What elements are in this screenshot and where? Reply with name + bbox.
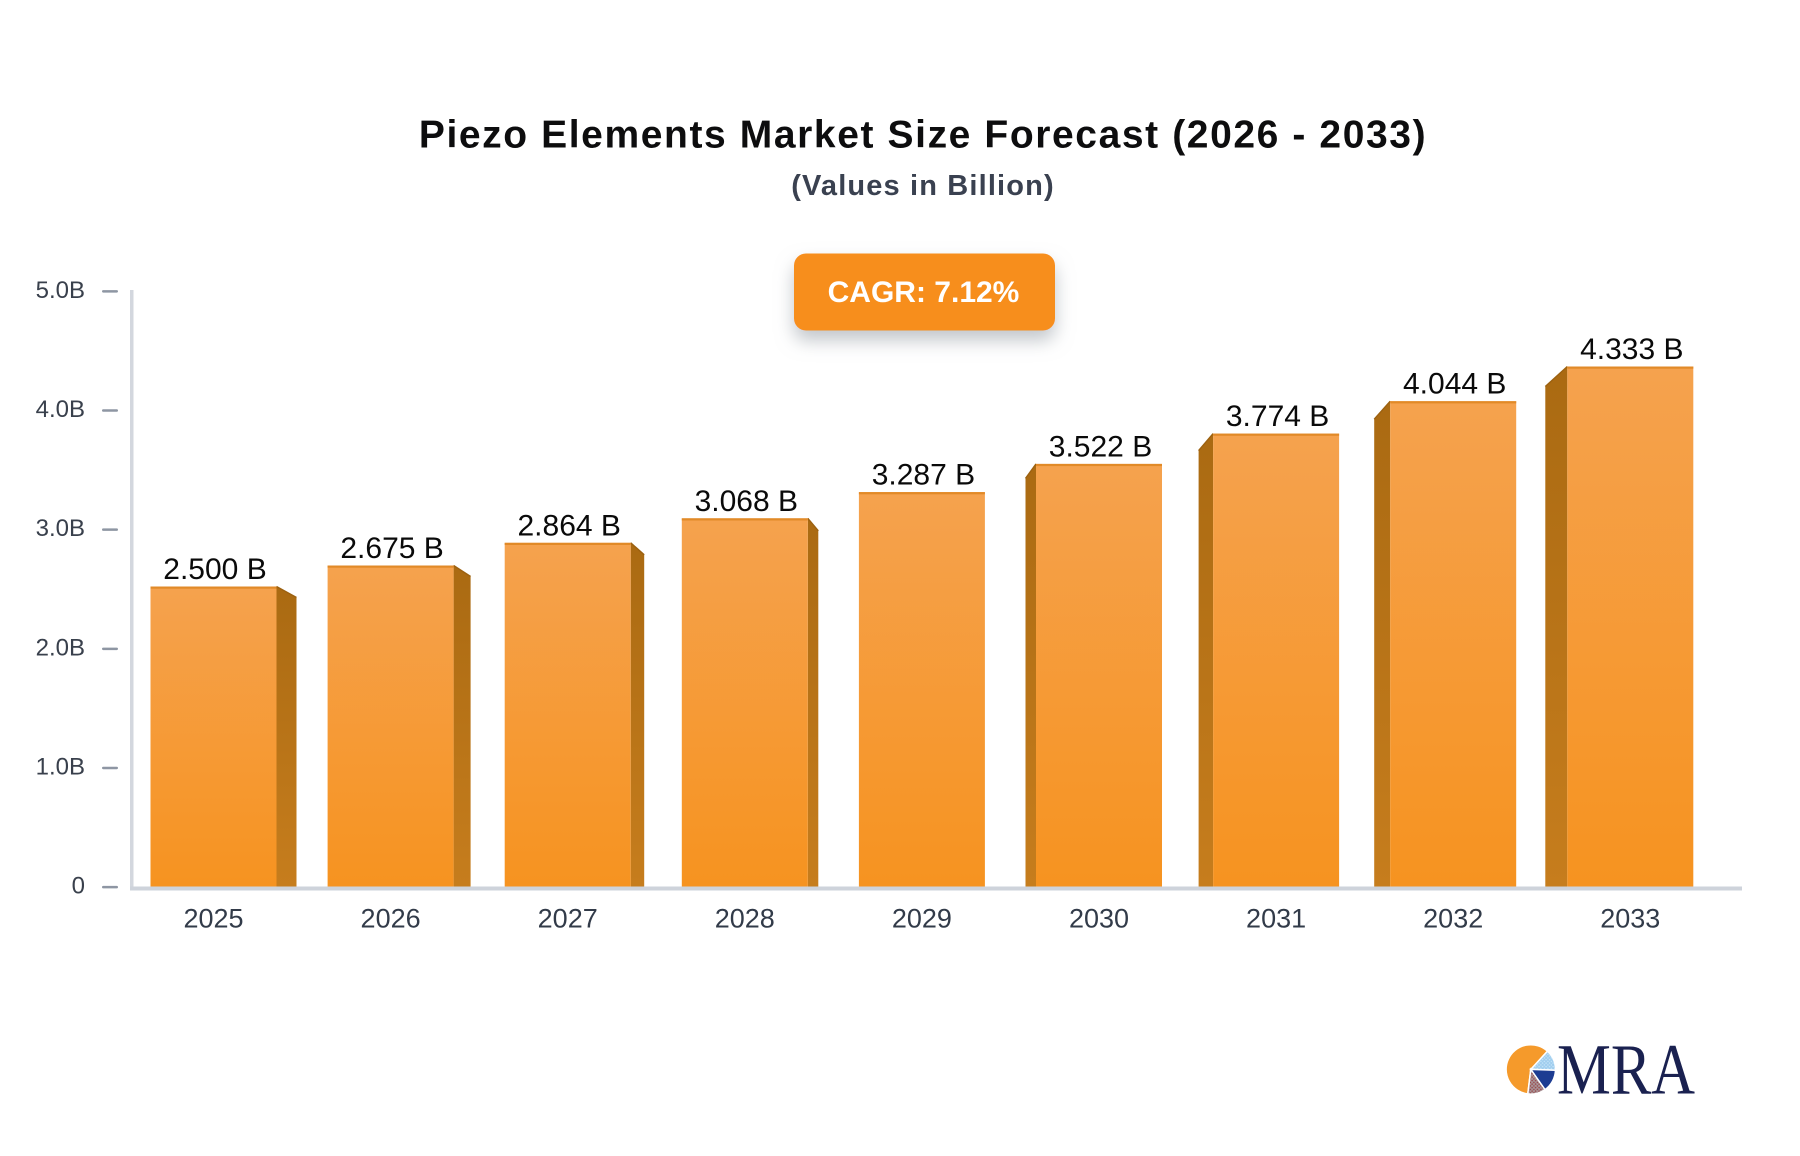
svg-text:2030: 2030: [1069, 904, 1129, 934]
svg-text:0: 0: [72, 873, 85, 900]
svg-text:3.287 B: 3.287 B: [872, 459, 975, 492]
svg-text:MRA: MRA: [1557, 1030, 1695, 1109]
svg-text:4.044 B: 4.044 B: [1403, 368, 1506, 401]
svg-text:3.774 B: 3.774 B: [1226, 400, 1329, 433]
svg-text:4.0B: 4.0B: [36, 396, 85, 423]
svg-text:3.522 B: 3.522 B: [1049, 430, 1152, 463]
svg-text:Piezo Elements Market Size For: Piezo Elements Market Size Forecast (202…: [419, 114, 1427, 157]
svg-text:CAGR: 7.12%: CAGR: 7.12%: [828, 276, 1020, 309]
svg-text:2.500 B: 2.500 B: [163, 553, 266, 586]
svg-text:2027: 2027: [538, 904, 598, 934]
svg-text:3.0B: 3.0B: [36, 515, 85, 542]
svg-text:2028: 2028: [715, 904, 775, 934]
svg-text:5.0B: 5.0B: [36, 277, 85, 304]
svg-text:2025: 2025: [183, 904, 243, 934]
svg-text:1.0B: 1.0B: [36, 753, 85, 780]
svg-text:2.675 B: 2.675 B: [340, 532, 443, 565]
svg-text:2.864 B: 2.864 B: [517, 509, 620, 542]
svg-text:4.333 B: 4.333 B: [1580, 333, 1683, 366]
svg-text:2026: 2026: [361, 904, 421, 934]
svg-text:2033: 2033: [1600, 904, 1660, 934]
svg-text:(Values in Billion): (Values in Billion): [791, 170, 1055, 202]
svg-text:2.0B: 2.0B: [36, 634, 85, 661]
svg-text:2031: 2031: [1246, 904, 1306, 934]
svg-text:3.068 B: 3.068 B: [695, 485, 798, 518]
svg-text:2032: 2032: [1423, 904, 1483, 934]
svg-text:2029: 2029: [892, 904, 952, 934]
